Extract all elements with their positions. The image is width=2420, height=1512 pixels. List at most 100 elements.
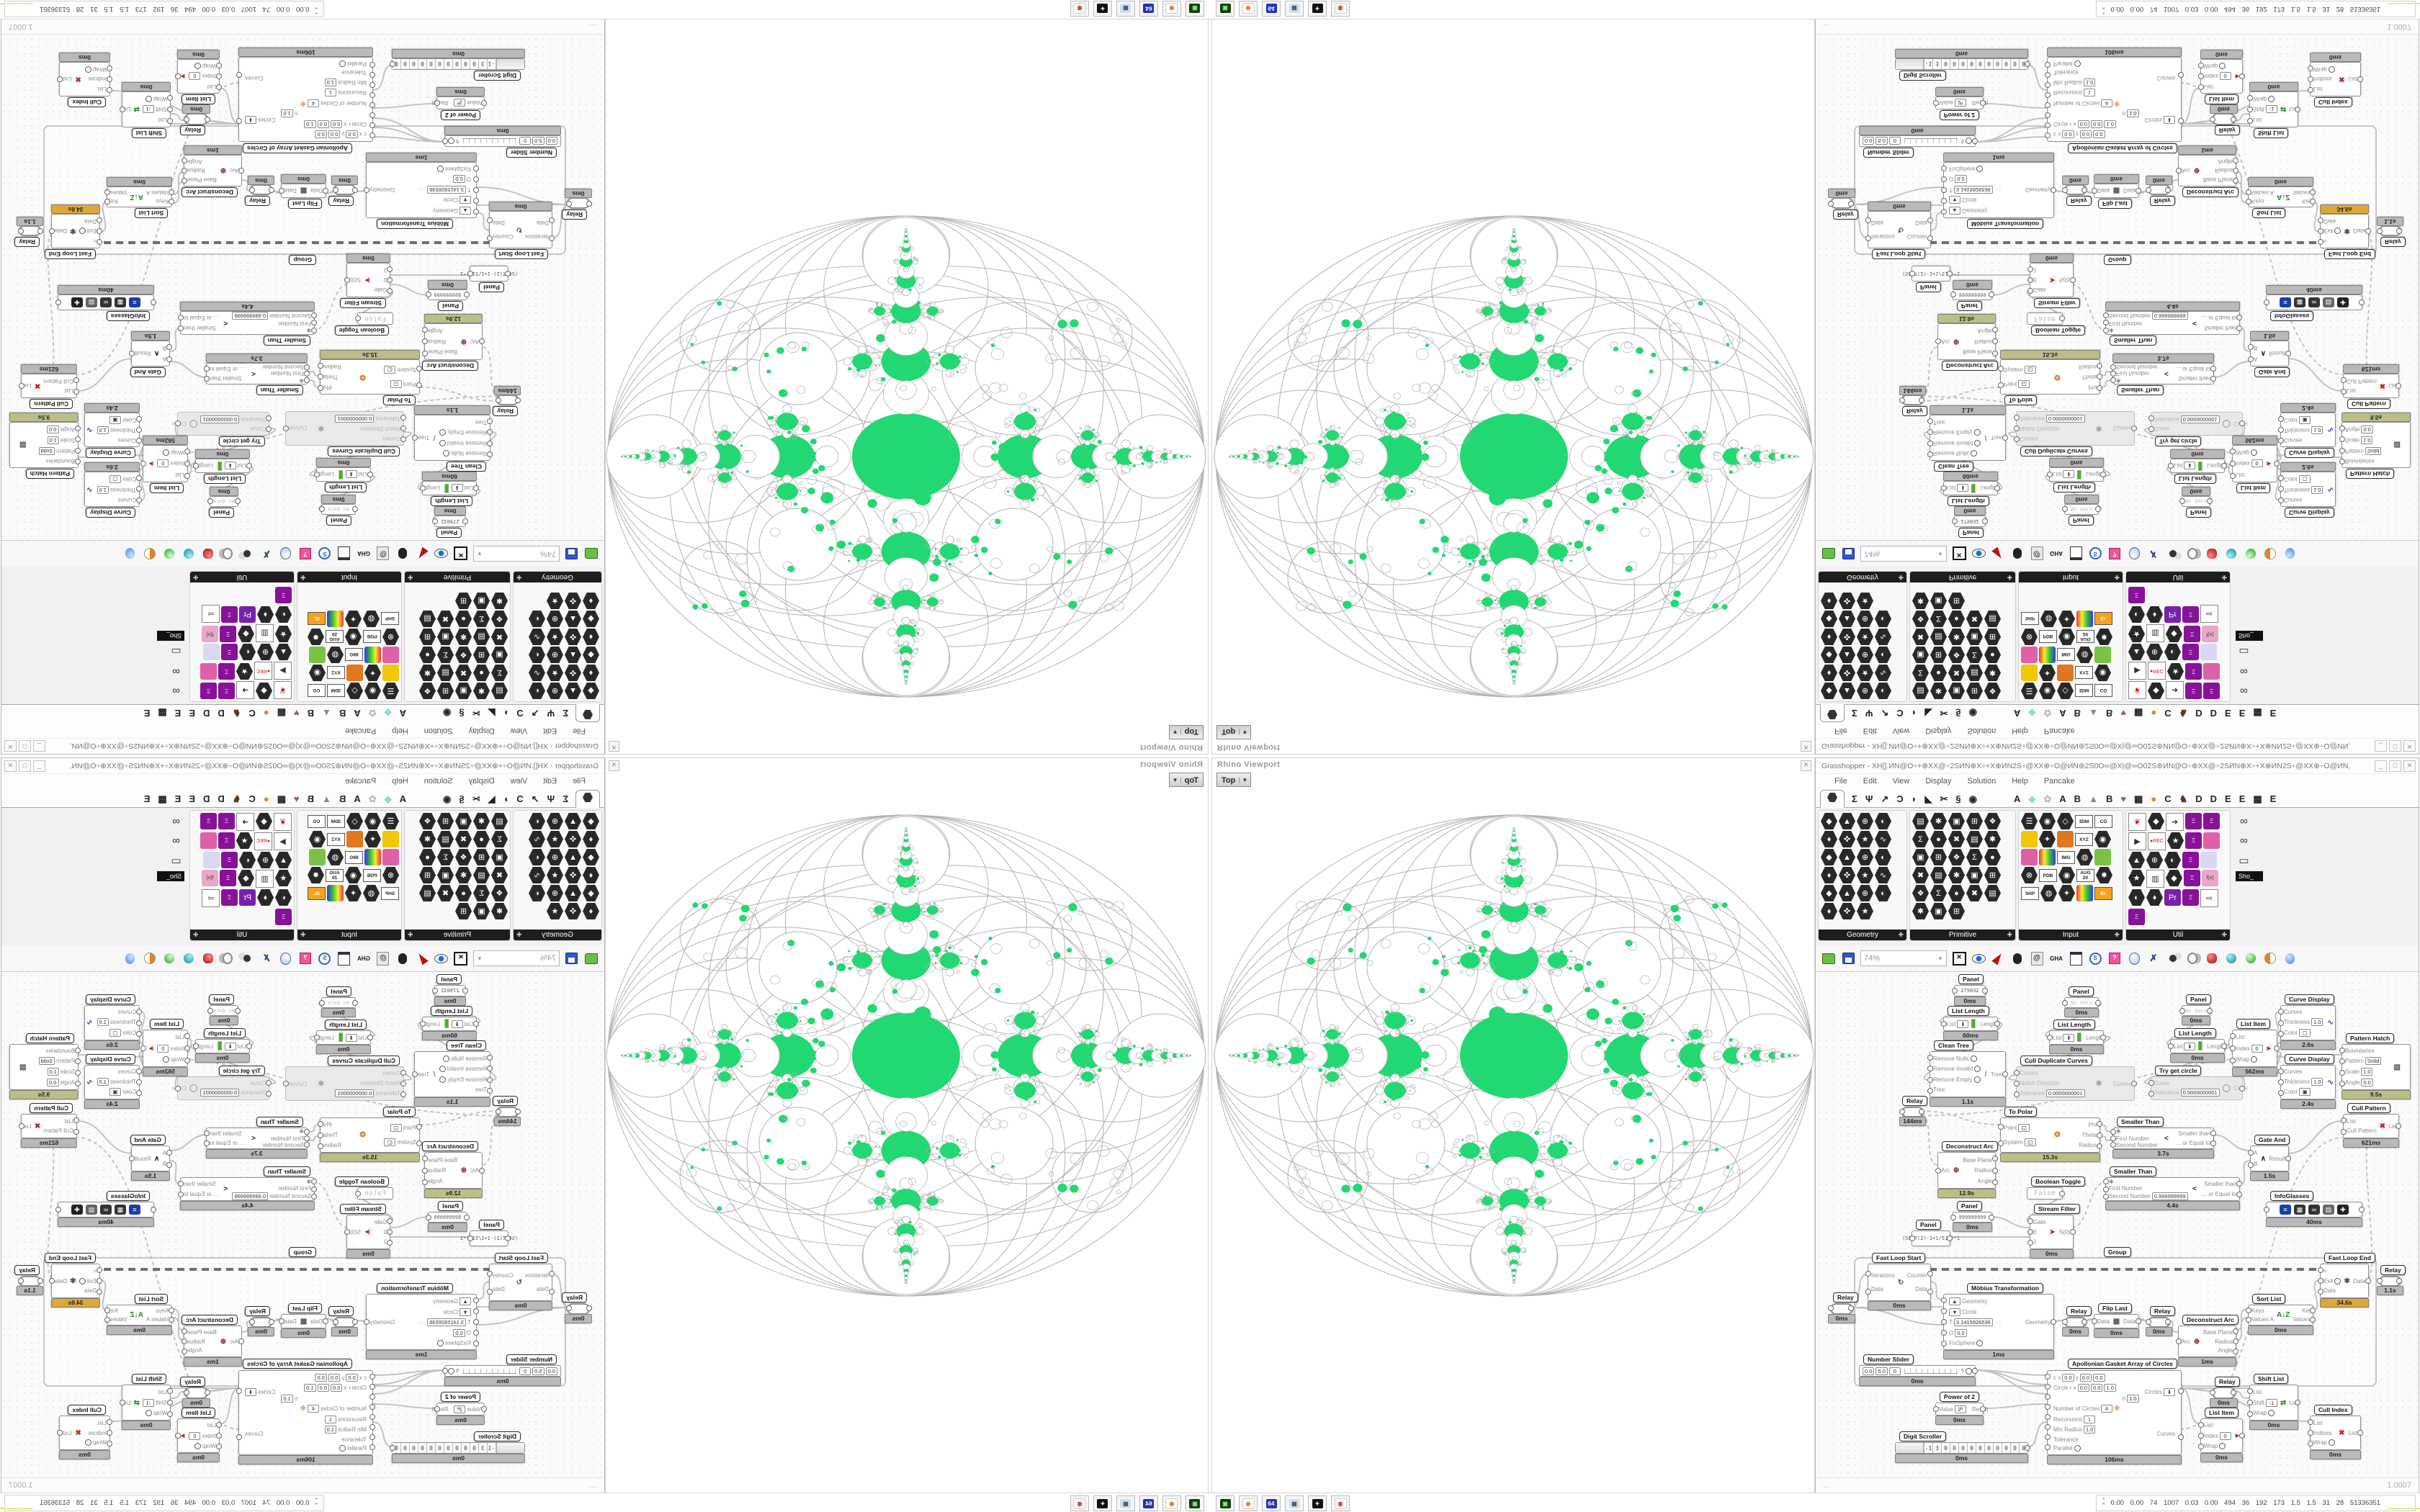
tab-vector[interactable]: ↗ [531, 708, 539, 719]
port[interactable] [2318, 1289, 2323, 1295]
component-icon[interactable]: ▲ [1839, 683, 1855, 699]
blue-balloon-icon[interactable] [123, 546, 138, 561]
port[interactable] [2274, 1045, 2280, 1051]
port[interactable] [1899, 1108, 1905, 1115]
number-slider-tag[interactable]: Number Slider [1863, 1354, 1914, 1364]
infoglasses-icon[interactable]: ≡ [2280, 1205, 2291, 1215]
port[interactable] [266, 415, 272, 421]
grasshopper-titlebar[interactable]: Grasshopper - XH[].ИN@O÷+⊕XX@÷2SИN⊕X÷+X⊕… [1816, 738, 2419, 754]
zoom-extents-icon[interactable]: ✕ [454, 546, 468, 561]
component-icon[interactable]: ➜ [236, 681, 254, 699]
tab-plugin-27[interactable]: E [143, 708, 151, 719]
component-icon[interactable]: ▣ [1912, 849, 1929, 865]
boolean-toggle-tag[interactable]: Boolean Toggle [2031, 325, 2086, 336]
component-icon[interactable]: ◆ [583, 647, 599, 663]
component-icon[interactable]: ▥ [2146, 624, 2164, 642]
gh-canvas[interactable]: Group Möbius Transformation Apollonian Gas… [1816, 972, 2419, 1477]
port[interactable] [55, 300, 61, 305]
port[interactable] [2230, 1057, 2236, 1063]
port[interactable] [2239, 73, 2245, 79]
port[interactable] [390, 61, 395, 67]
stream-filter-node[interactable]: Gate 0 1 ➤ S(0) [346, 263, 390, 297]
port[interactable] [462, 518, 468, 524]
tab-plugin-23[interactable]: D [202, 708, 210, 719]
component-icon[interactable]: ▤ [419, 611, 436, 627]
port[interactable] [2230, 1033, 2236, 1040]
port[interactable] [2027, 1218, 2033, 1224]
component-icon[interactable]: ◐ [1875, 647, 1891, 663]
port[interactable] [2295, 107, 2300, 112]
port[interactable] [204, 366, 210, 372]
tab-plugin-19[interactable]: ● [263, 708, 269, 719]
component-icon[interactable]: ● [1930, 831, 1947, 847]
tab-plugin-17[interactable]: ♥ [2120, 708, 2127, 719]
search-icon[interactable]: S [318, 546, 332, 561]
digit-scroller-tag[interactable]: Digit Scroller [1899, 71, 1946, 81]
tab-sets[interactable]: Ψ [1865, 708, 1873, 719]
panel-expand-icon[interactable]: ✚ [2007, 574, 2012, 581]
tab-plugin-25[interactable]: E [2238, 708, 2246, 719]
smaller-than-node[interactable]: ✱ First Number Second Number 0.999999999 < Sm… [2105, 1177, 2240, 1201]
port[interactable] [2357, 76, 2363, 82]
infoglasses-icon[interactable]: ≡ [2280, 297, 2291, 307]
port[interactable] [387, 266, 393, 272]
port[interactable] [2014, 1081, 2020, 1086]
port[interactable] [2146, 1318, 2151, 1325]
port[interactable] [2210, 1389, 2215, 1395]
lens-icon[interactable] [395, 546, 410, 561]
to-polar-tag[interactable]: To Polar [2004, 1107, 2038, 1117]
panel-footer-input[interactable]: Input ✚ [297, 572, 401, 582]
component-icon[interactable]: ◆ [2148, 813, 2164, 829]
port[interactable] [2278, 415, 2284, 422]
list-length-tag[interactable]: List Length [1948, 496, 1989, 506]
lens-icon[interactable] [2010, 546, 2025, 561]
component-icon[interactable] [2094, 849, 2111, 865]
tab-plugin-10[interactable]: A [2013, 708, 2021, 719]
component-icon[interactable]: Ξ [2203, 683, 2220, 699]
tab-plugin-18[interactable]: ▦ [2134, 708, 2143, 719]
pattern-hatch-node[interactable]: Boundaries Pattern Solid Scale 1.0 Angle 0.0 ▨ [2341, 422, 2411, 468]
number-slider-node[interactable]: 0.0 5.0 0 5 [1859, 135, 1976, 147]
gate-and-node[interactable]: A B ∧ Result [2250, 1146, 2289, 1171]
component-icon[interactable]: ◐ [529, 647, 545, 663]
port[interactable] [2103, 1179, 2109, 1185]
component-icon[interactable]: ◆ [583, 611, 599, 627]
port[interactable] [2045, 1424, 2051, 1430]
tab-plugin-16[interactable]: B [307, 708, 315, 719]
relay-tag[interactable]: Relay [2150, 196, 2175, 206]
component-icon[interactable] [2203, 663, 2220, 680]
port[interactable] [2178, 72, 2184, 78]
component-icon[interactable]: ▲ [1839, 849, 1855, 865]
port[interactable] [1941, 1021, 1947, 1027]
relay-tag[interactable]: Relay [2380, 1265, 2406, 1275]
component-icon[interactable]: ❖ [419, 683, 436, 699]
port[interactable] [2310, 189, 2316, 195]
component-icon[interactable]: ●REC [2148, 832, 2166, 850]
port[interactable] [1941, 166, 1947, 171]
arrow-up-icon[interactable]: ▲ [460, 207, 471, 215]
flip-last-tag[interactable]: Flip Last [2098, 199, 2132, 209]
digit-scroller-tag[interactable]: Digit Scroller [474, 71, 521, 81]
blue-balloon-icon[interactable] [2282, 546, 2297, 561]
port[interactable] [2310, 1307, 2316, 1313]
component-icon[interactable]: ⊕ [2146, 644, 2163, 660]
port[interactable] [1941, 187, 1947, 193]
port[interactable] [2377, 1277, 2383, 1284]
port[interactable] [2246, 1307, 2251, 1313]
sort-list-node[interactable]: Keys Values A A↓Z Keys Values A [2248, 1305, 2315, 1326]
component-icon[interactable]: CO [2094, 684, 2112, 697]
scroller-digit[interactable]: 0 [2002, 1443, 2010, 1453]
port[interactable] [1848, 1305, 1854, 1311]
minimize-button[interactable]: _ [2375, 760, 2387, 772]
shift-list-tag[interactable]: Shift List [131, 128, 166, 138]
scroller-digit[interactable]: 0 [436, 59, 444, 69]
port[interactable] [2233, 168, 2238, 174]
preview-icon[interactable] [1971, 951, 1986, 966]
scroller-digit[interactable]: 0 [410, 59, 418, 69]
panel-footer-input[interactable]: Input ✚ [2019, 930, 2123, 940]
fast-loop-start-node[interactable]: Iterations Data ↻ Counter Data [1868, 1264, 1931, 1301]
infoglasses-icon[interactable]: ✚ [71, 297, 83, 307]
port[interactable] [2318, 217, 2323, 223]
port[interactable] [2210, 1130, 2216, 1136]
